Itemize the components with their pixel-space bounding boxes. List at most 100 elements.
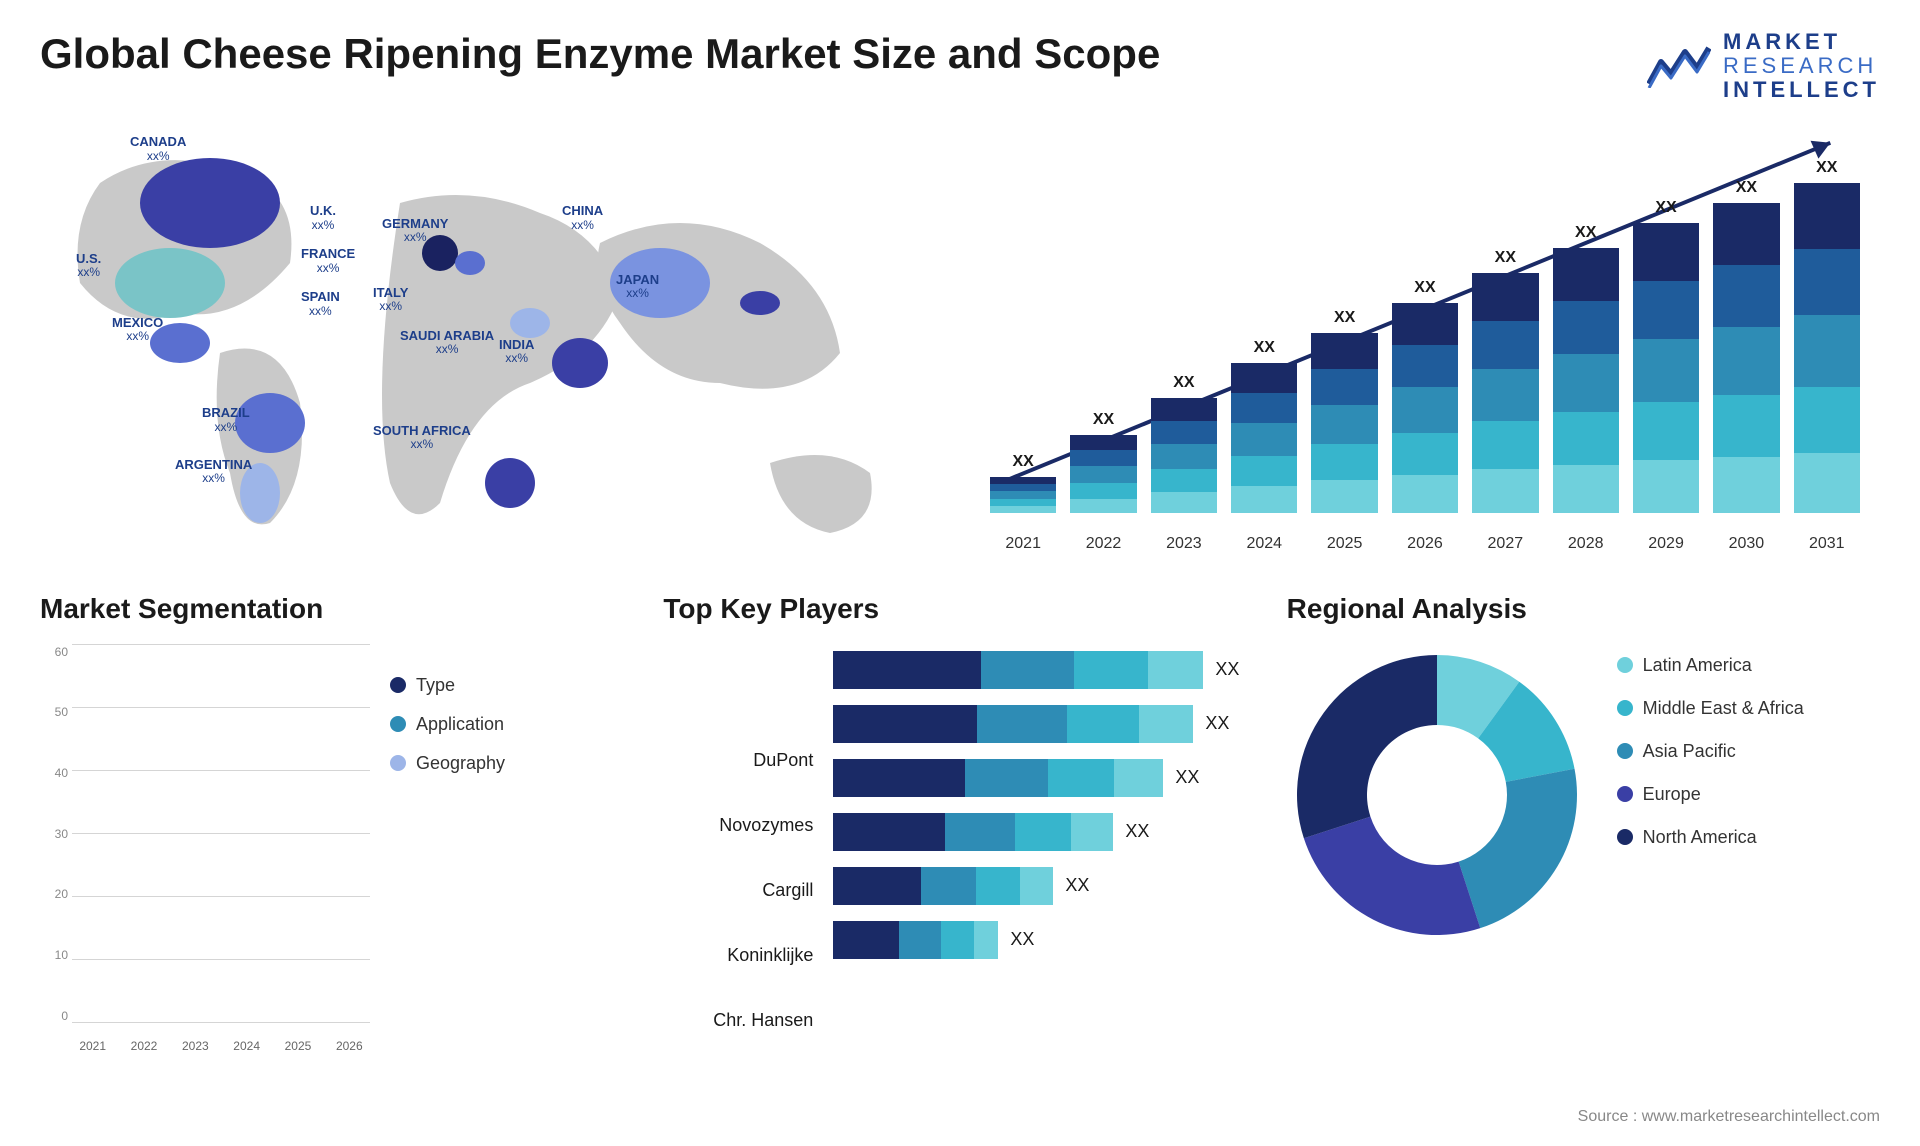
forecast-year-label: 2026	[1392, 535, 1458, 553]
forecast-bar-label: XX	[1575, 224, 1596, 242]
forecast-bar-label: XX	[1414, 279, 1435, 297]
players-panel: Top Key Players DuPont Novozymes Cargill Ko…	[663, 593, 1256, 1053]
logo-text-2: RESEARCH	[1723, 54, 1880, 78]
forecast-bar: XX	[1553, 224, 1619, 513]
forecast-year-label: 2028	[1553, 535, 1619, 553]
country-label: FRANCExx%	[301, 247, 355, 274]
regional-title: Regional Analysis	[1287, 593, 1880, 625]
segmentation-title: Market Segmentation	[40, 593, 633, 625]
forecast-year-label: 2022	[1070, 535, 1136, 553]
players-labels: DuPont Novozymes Cargill Koninklijke Chr. Ha…	[663, 645, 813, 1053]
page-title: Global Cheese Ripening Enzyme Market Siz…	[40, 30, 1160, 78]
player-value: XX	[1205, 713, 1229, 734]
segmentation-year-label: 2022	[123, 1039, 164, 1053]
country-label: CHINAxx%	[562, 204, 603, 231]
donut-slice	[1458, 768, 1576, 927]
donut-slice	[1297, 655, 1437, 838]
forecast-bar-label: XX	[1173, 374, 1194, 392]
legend-item: Geography	[390, 753, 633, 774]
country-label: BRAZILxx%	[202, 406, 250, 433]
country-label: ARGENTINAxx%	[175, 458, 252, 485]
segmentation-year-label: 2026	[329, 1039, 370, 1053]
player-bar-row: XX	[833, 813, 1256, 851]
segmentation-year-label: 2021	[72, 1039, 113, 1053]
country-label: SOUTH AFRICAxx%	[373, 424, 471, 451]
player-bar-row: XX	[833, 921, 1256, 959]
forecast-bar-label: XX	[1093, 411, 1114, 429]
players-title: Top Key Players	[663, 593, 1256, 625]
legend-item: Application	[390, 714, 633, 735]
segmentation-year-label: 2025	[277, 1039, 318, 1053]
player-value: XX	[1175, 767, 1199, 788]
forecast-year-label: 2023	[1151, 535, 1217, 553]
brand-logo: MARKET RESEARCH INTELLECT	[1647, 30, 1880, 103]
player-value: XX	[1125, 821, 1149, 842]
player-name: Chr. Hansen	[713, 1010, 813, 1031]
segmentation-year-label: 2024	[226, 1039, 267, 1053]
segmentation-panel: Market Segmentation 0102030405060 202120…	[40, 593, 633, 1053]
country-label: U.K.xx%	[310, 204, 336, 231]
player-name: Koninklijke	[727, 945, 813, 966]
player-bar-row: XX	[833, 867, 1256, 905]
logo-text-1: MARKET	[1723, 30, 1880, 54]
forecast-year-label: 2025	[1311, 535, 1377, 553]
country-label: GERMANYxx%	[382, 217, 448, 244]
player-bar-row: XX	[833, 651, 1256, 689]
legend-item: Middle East & Africa	[1617, 698, 1880, 719]
regional-donut-chart	[1287, 645, 1587, 945]
forecast-bar: XX	[1151, 374, 1217, 513]
forecast-bar: XX	[1311, 309, 1377, 513]
legend-item: Latin America	[1617, 655, 1880, 676]
forecast-year-label: 2031	[1794, 535, 1860, 553]
forecast-bar-label: XX	[1254, 339, 1275, 357]
forecast-year-label: 2027	[1472, 535, 1538, 553]
segmentation-chart: 0102030405060 202120222023202420252026	[40, 645, 370, 1053]
forecast-bar: XX	[990, 453, 1056, 513]
world-map-panel: CANADAxx% U.S.xx% MEXICOxx% BRAZILxx% ARGENT…	[40, 123, 940, 553]
player-value: XX	[1065, 875, 1089, 896]
regional-legend: Latin America Middle East & Africa Asia Pa…	[1617, 645, 1880, 848]
country-label: JAPANxx%	[616, 273, 659, 300]
legend-item: North America	[1617, 827, 1880, 848]
forecast-bar-label: XX	[1334, 309, 1355, 327]
country-label: ITALYxx%	[373, 286, 408, 313]
country-label: MEXICOxx%	[112, 316, 163, 343]
legend-item: Asia Pacific	[1617, 741, 1880, 762]
forecast-bar-label: XX	[1495, 249, 1516, 267]
player-value: XX	[1215, 659, 1239, 680]
logo-text-3: INTELLECT	[1723, 78, 1880, 102]
forecast-year-label: 2029	[1633, 535, 1699, 553]
forecast-chart: XX XX XX XX XX XX XX XX XX XX XX 2021 2022 2023 2024 2…	[970, 123, 1880, 553]
player-name: Novozymes	[719, 815, 813, 836]
segmentation-year-label: 2023	[175, 1039, 216, 1053]
segmentation-legend: Type Application Geography	[390, 645, 633, 1053]
forecast-year-label: 2030	[1713, 535, 1779, 553]
forecast-bar: XX	[1633, 199, 1699, 513]
forecast-bar-label: XX	[1816, 159, 1837, 177]
player-bar-row: XX	[833, 705, 1256, 743]
forecast-bar: XX	[1472, 249, 1538, 513]
legend-item: Europe	[1617, 784, 1880, 805]
forecast-bar-label: XX	[1013, 453, 1034, 471]
forecast-bar: XX	[1231, 339, 1297, 513]
logo-mark-icon	[1647, 44, 1711, 88]
country-label: INDIAxx%	[499, 338, 534, 365]
player-value: XX	[1010, 929, 1034, 950]
player-name: Cargill	[762, 880, 813, 901]
forecast-bar: XX	[1713, 179, 1779, 513]
forecast-year-label: 2024	[1231, 535, 1297, 553]
forecast-year-label: 2021	[990, 535, 1056, 553]
forecast-bar: XX	[1794, 159, 1860, 513]
forecast-bar: XX	[1070, 411, 1136, 513]
legend-item: Type	[390, 675, 633, 696]
forecast-bar-label: XX	[1655, 199, 1676, 217]
players-bars: XX XX XX XX XX XX	[833, 645, 1256, 1053]
donut-slice	[1304, 816, 1480, 934]
source-attribution: Source : www.marketresearchintellect.com	[1578, 1108, 1880, 1126]
player-bar-row: XX	[833, 759, 1256, 797]
country-label: CANADAxx%	[130, 135, 186, 162]
country-label: U.S.xx%	[76, 252, 101, 279]
country-label: SAUDI ARABIAxx%	[400, 329, 494, 356]
player-name: DuPont	[753, 750, 813, 771]
country-label: SPAINxx%	[301, 290, 340, 317]
